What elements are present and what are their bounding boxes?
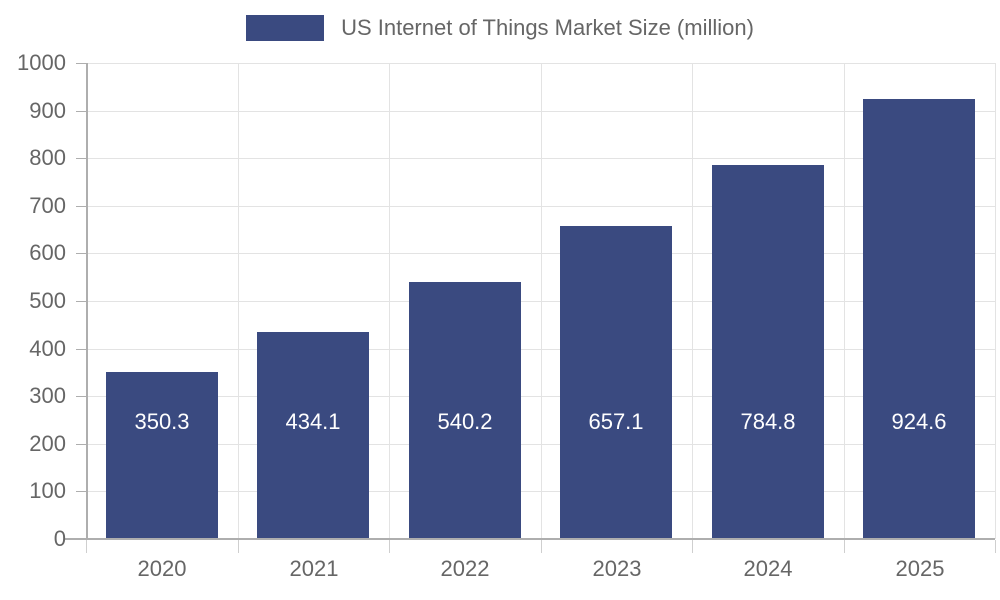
y-tick-label-box: 300 bbox=[0, 385, 66, 408]
gridline-vertical bbox=[844, 63, 845, 539]
y-tick-mark bbox=[76, 491, 86, 492]
bar[interactable]: 350.3 bbox=[106, 372, 218, 539]
gridline-horizontal bbox=[86, 205, 995, 207]
legend-label: US Internet of Things Market Size (milli… bbox=[341, 15, 754, 40]
y-tick-label: 500 bbox=[29, 288, 66, 313]
bar-value-label: 350.3 bbox=[134, 409, 190, 434]
y-tick-label-box: 1000 bbox=[0, 52, 66, 75]
gridline-horizontal bbox=[86, 491, 995, 493]
x-tick-label: 2023 bbox=[592, 556, 642, 581]
gridline-horizontal bbox=[86, 301, 995, 302]
bar[interactable]: 434.1 bbox=[257, 332, 369, 539]
gridline-horizontal bbox=[86, 253, 995, 255]
bar-value-label: 540.2 bbox=[437, 409, 493, 434]
y-tick-label-box: 900 bbox=[0, 100, 66, 123]
gridline-horizontal bbox=[86, 443, 995, 445]
bar-value-label: 924.6 bbox=[891, 409, 947, 434]
y-tick-label-box: 700 bbox=[0, 195, 66, 218]
gridline-vertical bbox=[692, 63, 693, 539]
gridline-vertical bbox=[389, 63, 390, 539]
legend-color-swatch bbox=[246, 15, 325, 41]
legend-item-0[interactable]: US Internet of Things Market Size (milli… bbox=[246, 15, 754, 41]
y-tick-label-box: 100 bbox=[0, 480, 66, 503]
x-tick-mark bbox=[541, 540, 542, 553]
x-tick-mark bbox=[238, 540, 239, 553]
y-tick-mark bbox=[76, 206, 86, 207]
y-tick-mark bbox=[76, 158, 86, 159]
plot-area: 350.3 434.1 540.2 657.1 784.8 924.6 bbox=[86, 63, 996, 540]
y-tick-label: 1000 bbox=[17, 50, 66, 75]
x-tick-label: 2020 bbox=[137, 556, 187, 581]
x-tick-mark bbox=[86, 540, 87, 553]
y-tick-label: 0 bbox=[53, 526, 66, 551]
gridline-horizontal bbox=[86, 348, 995, 350]
x-tick-label: 2024 bbox=[743, 556, 793, 581]
y-tick-label-box: 800 bbox=[0, 147, 66, 170]
x-tick-label: 2021 bbox=[289, 556, 339, 581]
y-tick-label: 700 bbox=[29, 193, 66, 218]
y-tick-label: 800 bbox=[29, 145, 66, 170]
bar[interactable]: 924.6 bbox=[863, 99, 975, 539]
y-tick-label: 300 bbox=[29, 383, 66, 408]
x-tick-mark bbox=[844, 540, 845, 553]
y-tick-mark bbox=[76, 444, 86, 445]
y-tick-label-box: 500 bbox=[0, 290, 66, 313]
gridline-horizontal bbox=[86, 63, 995, 64]
gridline-vertical bbox=[541, 63, 542, 539]
y-tick-label-box: 400 bbox=[0, 338, 66, 361]
bar[interactable]: 657.1 bbox=[560, 226, 672, 539]
y-tick-label-box: 200 bbox=[0, 433, 66, 456]
bar[interactable]: 540.2 bbox=[409, 282, 521, 539]
bar[interactable]: 784.8 bbox=[712, 165, 824, 539]
y-tick-label-box: 600 bbox=[0, 242, 66, 265]
gridline-horizontal bbox=[86, 158, 995, 160]
y-tick-mark bbox=[76, 253, 86, 254]
gridline-horizontal bbox=[86, 396, 995, 398]
bar-value-label: 784.8 bbox=[740, 409, 796, 434]
gridline-horizontal bbox=[86, 110, 995, 112]
bar-value-label: 434.1 bbox=[285, 409, 341, 434]
x-tick-mark bbox=[995, 540, 996, 553]
x-tick-label: 2025 bbox=[895, 556, 945, 581]
y-tick-mark bbox=[76, 301, 86, 302]
gridline-vertical bbox=[238, 63, 239, 539]
y-tick-label: 900 bbox=[29, 98, 66, 123]
y-tick-label-box: 0 bbox=[0, 528, 66, 551]
y-tick-label: 100 bbox=[29, 478, 66, 503]
chart-legend: US Internet of Things Market Size (milli… bbox=[0, 8, 1000, 48]
x-axis-spine bbox=[64, 538, 995, 540]
y-tick-label: 200 bbox=[29, 431, 66, 456]
y-tick-mark bbox=[76, 396, 86, 397]
y-tick-mark bbox=[76, 111, 86, 112]
bar-value-label: 657.1 bbox=[588, 409, 644, 434]
gridline-vertical bbox=[995, 63, 996, 539]
y-axis-spine bbox=[86, 63, 88, 540]
y-tick-mark bbox=[76, 349, 86, 350]
x-tick-mark bbox=[692, 540, 693, 553]
x-tick-label: 2022 bbox=[440, 556, 490, 581]
y-tick-mark bbox=[76, 63, 86, 64]
x-tick-mark bbox=[389, 540, 390, 553]
y-tick-label: 600 bbox=[29, 240, 66, 265]
y-tick-label: 400 bbox=[29, 336, 66, 361]
